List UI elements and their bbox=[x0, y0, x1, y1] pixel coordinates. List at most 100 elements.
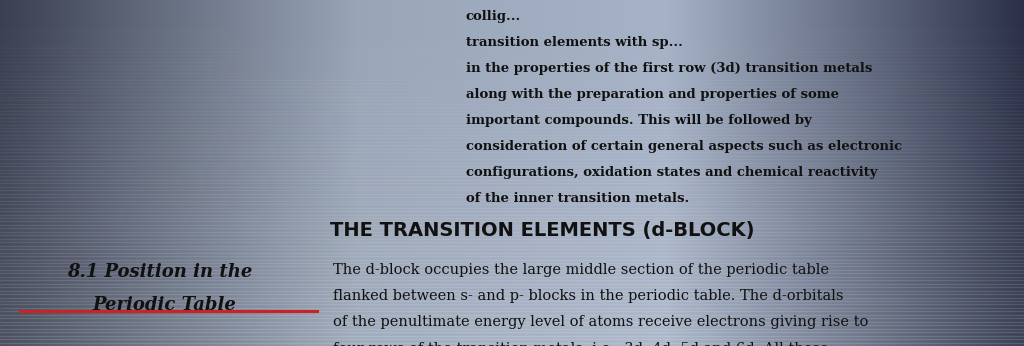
Text: of the penultimate energy level of atoms receive electrons giving rise to: of the penultimate energy level of atoms… bbox=[333, 315, 868, 329]
Bar bbox=[0, 201, 1024, 204]
Bar bbox=[0, 125, 1024, 128]
Bar bbox=[0, 159, 1024, 163]
Bar bbox=[0, 221, 1024, 225]
Bar bbox=[0, 190, 1024, 194]
Bar bbox=[0, 100, 1024, 104]
Bar bbox=[0, 62, 1024, 66]
Bar bbox=[0, 114, 1024, 118]
Text: transition elements with sp...: transition elements with sp... bbox=[466, 36, 683, 49]
Text: in the properties of the first row (3d) transition metals: in the properties of the first row (3d) … bbox=[466, 62, 872, 75]
Bar bbox=[0, 28, 1024, 31]
Bar bbox=[0, 69, 1024, 73]
Bar bbox=[0, 90, 1024, 93]
Bar bbox=[0, 31, 1024, 35]
Bar bbox=[0, 308, 1024, 311]
Bar bbox=[0, 277, 1024, 280]
Text: collig...: collig... bbox=[466, 10, 521, 24]
Bar bbox=[0, 197, 1024, 201]
Bar bbox=[0, 135, 1024, 138]
Bar bbox=[0, 121, 1024, 125]
Bar bbox=[0, 284, 1024, 287]
Bar bbox=[0, 329, 1024, 332]
Bar bbox=[0, 7, 1024, 10]
Bar bbox=[0, 187, 1024, 190]
Bar bbox=[0, 73, 1024, 76]
Bar bbox=[0, 249, 1024, 253]
Bar bbox=[0, 180, 1024, 183]
Bar bbox=[0, 24, 1024, 28]
Bar bbox=[0, 208, 1024, 211]
Bar bbox=[0, 83, 1024, 86]
Text: 8.1 Position in the: 8.1 Position in the bbox=[67, 263, 252, 281]
Bar bbox=[0, 256, 1024, 260]
Bar bbox=[0, 145, 1024, 149]
Bar bbox=[0, 21, 1024, 24]
Bar bbox=[0, 270, 1024, 273]
Bar bbox=[0, 183, 1024, 187]
Bar bbox=[0, 266, 1024, 270]
Bar bbox=[0, 225, 1024, 228]
Bar bbox=[0, 14, 1024, 17]
Bar bbox=[0, 149, 1024, 152]
Bar bbox=[0, 325, 1024, 329]
Bar bbox=[0, 235, 1024, 239]
Bar bbox=[0, 17, 1024, 21]
Bar bbox=[0, 253, 1024, 256]
Bar bbox=[0, 131, 1024, 135]
Bar bbox=[0, 80, 1024, 83]
Bar bbox=[0, 104, 1024, 107]
Text: Periodic Table: Periodic Table bbox=[92, 296, 237, 314]
Bar bbox=[0, 156, 1024, 159]
Bar bbox=[0, 273, 1024, 277]
Bar bbox=[0, 242, 1024, 246]
Bar bbox=[0, 232, 1024, 235]
Bar bbox=[0, 173, 1024, 176]
Bar bbox=[0, 166, 1024, 170]
Bar bbox=[0, 35, 1024, 38]
Bar bbox=[0, 48, 1024, 52]
Bar bbox=[0, 215, 1024, 218]
Bar bbox=[0, 228, 1024, 232]
Bar bbox=[0, 163, 1024, 166]
Bar bbox=[0, 107, 1024, 111]
Bar bbox=[0, 291, 1024, 294]
Bar bbox=[0, 322, 1024, 325]
Bar bbox=[0, 170, 1024, 173]
Bar bbox=[0, 246, 1024, 249]
Bar bbox=[0, 260, 1024, 263]
Bar bbox=[0, 142, 1024, 145]
Bar bbox=[0, 59, 1024, 62]
Bar bbox=[0, 194, 1024, 197]
Bar bbox=[0, 301, 1024, 304]
Bar bbox=[0, 0, 1024, 3]
Text: THE TRANSITION ELEMENTS (d-BLOCK): THE TRANSITION ELEMENTS (d-BLOCK) bbox=[331, 221, 755, 240]
Bar bbox=[0, 287, 1024, 291]
Bar bbox=[0, 343, 1024, 346]
Bar bbox=[0, 38, 1024, 42]
Bar bbox=[0, 86, 1024, 90]
Bar bbox=[0, 45, 1024, 48]
Text: important compounds. This will be followed by: important compounds. This will be follow… bbox=[466, 114, 812, 127]
Bar bbox=[0, 3, 1024, 7]
Text: flanked between s- and p- blocks in the periodic table. The d-orbitals: flanked between s- and p- blocks in the … bbox=[333, 289, 844, 303]
Text: of the inner transition metals.: of the inner transition metals. bbox=[466, 192, 689, 205]
Bar bbox=[0, 239, 1024, 242]
Text: configurations, oxidation states and chemical reactivity: configurations, oxidation states and che… bbox=[466, 166, 878, 179]
Bar bbox=[0, 204, 1024, 208]
Bar bbox=[0, 118, 1024, 121]
Text: four rows of the transition metals, i.e., 3d, 4d, 5d and 6d. All these: four rows of the transition metals, i.e.… bbox=[333, 341, 828, 346]
Bar bbox=[0, 304, 1024, 308]
Text: The d-block occupies the large middle section of the periodic table: The d-block occupies the large middle se… bbox=[333, 263, 828, 277]
Bar bbox=[0, 211, 1024, 215]
Bar bbox=[0, 93, 1024, 97]
Bar bbox=[0, 52, 1024, 55]
Bar bbox=[0, 152, 1024, 156]
Bar bbox=[0, 218, 1024, 221]
Bar bbox=[0, 97, 1024, 100]
Bar bbox=[0, 111, 1024, 114]
Bar bbox=[0, 176, 1024, 180]
Text: consideration of certain general aspects such as electronic: consideration of certain general aspects… bbox=[466, 140, 902, 153]
Bar bbox=[0, 263, 1024, 266]
Bar bbox=[0, 339, 1024, 343]
Bar bbox=[0, 55, 1024, 59]
